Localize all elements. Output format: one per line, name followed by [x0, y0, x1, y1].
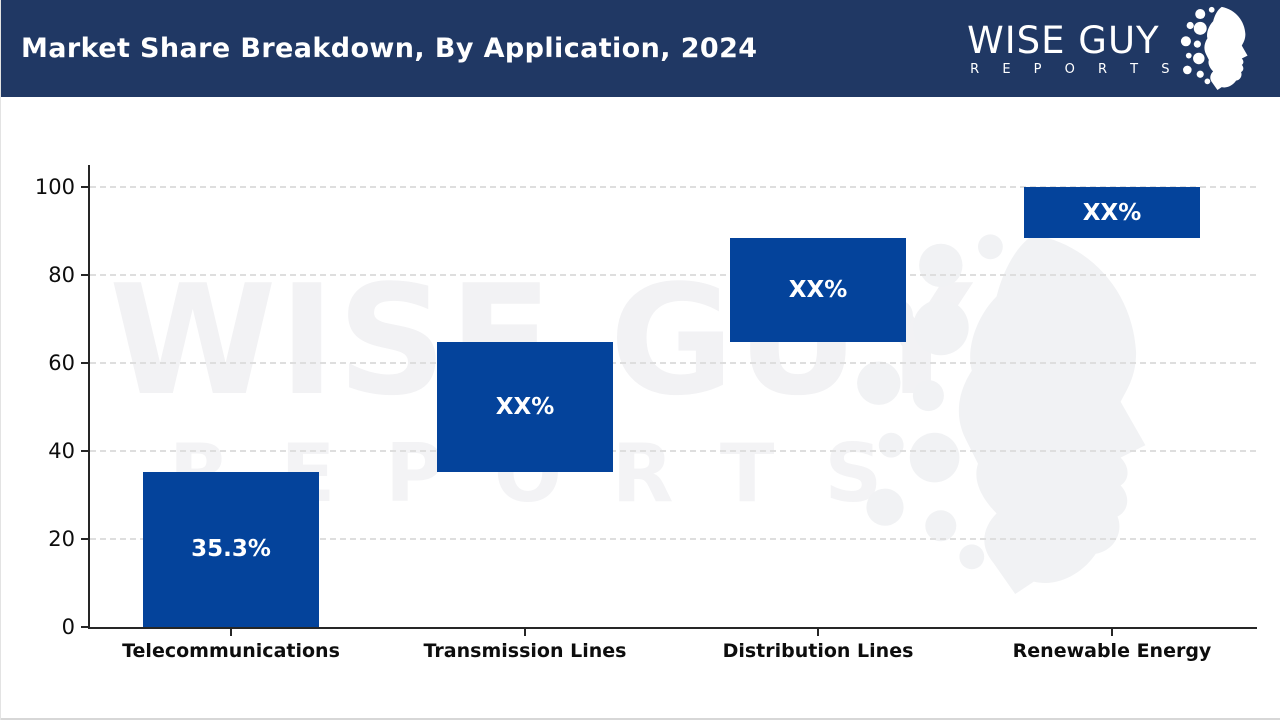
y-tick-mark-100 [81, 186, 89, 188]
x-tick-mark-1 [524, 629, 526, 636]
wiseguy-wordmark: WISE GUY R E P O R T S [967, 22, 1179, 76]
bar-value-label: XX% [495, 393, 555, 420]
y-tick-label-40: 40 [48, 439, 75, 463]
bottom-border [1, 718, 1280, 720]
bar-value-label: 35.3% [191, 536, 271, 563]
chart-title: Market Share Breakdown, By Application, … [21, 33, 758, 64]
x-tick-mark-2 [817, 629, 819, 636]
chart-area: WISE GUY REPORTS 0 20 40 60 80 100 35.3% Teleco… [1, 97, 1280, 718]
bar-distribution-lines: XX% [730, 238, 906, 343]
y-tick-label-0: 0 [61, 615, 75, 639]
y-tick-mark-0 [81, 626, 89, 628]
logo-sub: R E P O R T S [970, 61, 1179, 77]
y-tick-label-20: 20 [48, 527, 75, 551]
gridline-40 [90, 450, 1256, 452]
logo-word: WISE GUY [967, 18, 1160, 62]
gridline-100 [90, 186, 1256, 188]
y-tick-mark-40 [81, 450, 89, 452]
header-bar: Market Share Breakdown, By Application, … [1, 0, 1280, 97]
y-tick-mark-20 [81, 538, 89, 540]
bar-value-label: XX% [1082, 199, 1142, 226]
gridline-20 [90, 538, 1256, 540]
y-tick-mark-80 [81, 274, 89, 276]
gridline-80 [90, 274, 1256, 276]
x-tick-mark-3 [1111, 629, 1113, 636]
y-tick-mark-60 [81, 362, 89, 364]
wiseguy-logo: WISE GUY R E P O R T S [967, 4, 1255, 94]
x-tick-mark-0 [230, 629, 232, 636]
bar-value-label: XX% [788, 277, 848, 304]
bar-transmission-lines: XX% [437, 342, 613, 472]
x-category-label-1: Transmission Lines [423, 640, 627, 662]
bar-renewable-energy: XX% [1024, 187, 1200, 239]
x-category-label-2: Distribution Lines [722, 640, 914, 662]
x-category-label-0: Telecommunications [122, 640, 340, 662]
gridline-60 [90, 362, 1256, 364]
x-category-label-3: Renewable Energy [1012, 640, 1212, 662]
y-axis-line [88, 165, 90, 629]
y-tick-label-100: 100 [34, 175, 75, 199]
wiseguy-head-icon [1177, 4, 1255, 94]
bar-telecommunications: 35.3% [143, 471, 319, 627]
x-axis-line [88, 627, 1257, 629]
y-tick-label-80: 80 [48, 263, 75, 287]
y-tick-label-60: 60 [48, 351, 75, 375]
